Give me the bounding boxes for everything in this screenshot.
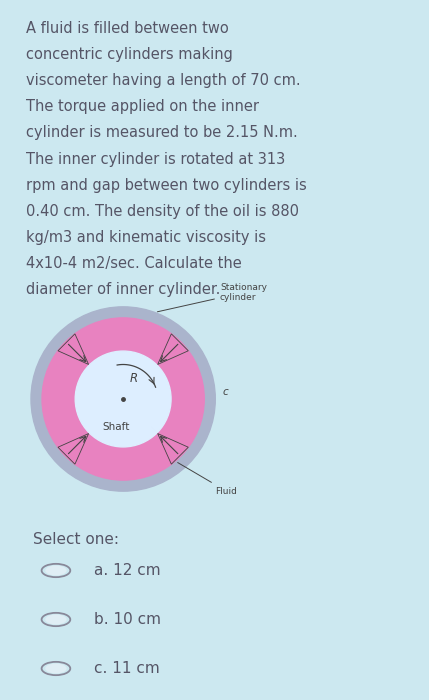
Text: viscometer having a length of 70 cm.: viscometer having a length of 70 cm. bbox=[26, 74, 300, 88]
Text: A fluid is filled between two: A fluid is filled between two bbox=[26, 21, 229, 36]
Text: diameter of inner cylinder.: diameter of inner cylinder. bbox=[26, 282, 220, 298]
Text: Shaft: Shaft bbox=[102, 421, 130, 432]
Text: Select one:: Select one: bbox=[33, 532, 119, 547]
Circle shape bbox=[45, 566, 66, 575]
Text: Fluid: Fluid bbox=[178, 463, 237, 496]
Text: The torque applied on the inner: The torque applied on the inner bbox=[26, 99, 259, 114]
Text: c. 11 cm: c. 11 cm bbox=[94, 661, 160, 676]
Circle shape bbox=[75, 351, 171, 447]
Circle shape bbox=[45, 664, 66, 673]
Text: Stationary
cylinder: Stationary cylinder bbox=[157, 283, 267, 312]
Circle shape bbox=[45, 615, 66, 624]
Polygon shape bbox=[158, 433, 188, 464]
Text: 0.40 cm. The density of the oil is 880: 0.40 cm. The density of the oil is 880 bbox=[26, 204, 299, 219]
Text: a. 12 cm: a. 12 cm bbox=[94, 563, 160, 578]
Polygon shape bbox=[58, 433, 89, 464]
Text: c: c bbox=[223, 386, 228, 397]
Text: rpm and gap between two cylinders is: rpm and gap between two cylinders is bbox=[26, 178, 306, 193]
Text: The inner cylinder is rotated at 313: The inner cylinder is rotated at 313 bbox=[26, 152, 285, 167]
Circle shape bbox=[31, 307, 215, 491]
Text: b. 10 cm: b. 10 cm bbox=[94, 612, 161, 627]
Text: concentric cylinders making: concentric cylinders making bbox=[26, 47, 233, 62]
Text: cylinder is measured to be 2.15 N.m.: cylinder is measured to be 2.15 N.m. bbox=[26, 125, 297, 141]
Text: 4x10-4 m2/sec. Calculate the: 4x10-4 m2/sec. Calculate the bbox=[26, 256, 242, 271]
Polygon shape bbox=[58, 334, 89, 365]
Text: R: R bbox=[130, 372, 138, 385]
Polygon shape bbox=[158, 334, 188, 365]
Text: kg/m3 and kinematic viscosity is: kg/m3 and kinematic viscosity is bbox=[26, 230, 266, 245]
Circle shape bbox=[42, 318, 204, 480]
